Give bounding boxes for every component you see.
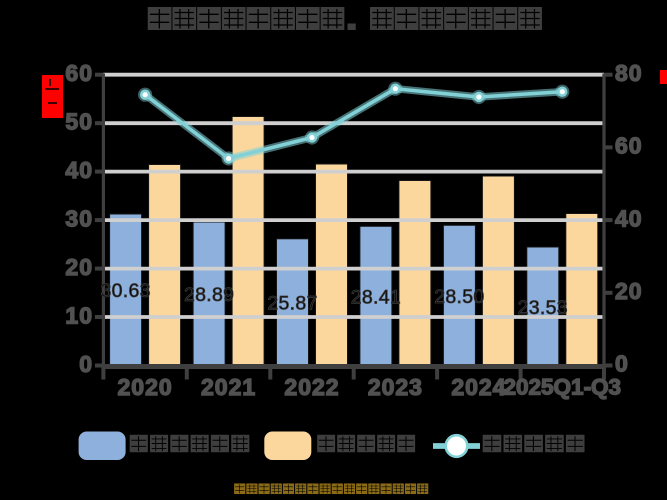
svg-text:0: 0 [79,351,93,377]
svg-text:20: 20 [65,254,93,280]
svg-text:28.50: 28.50 [434,286,484,308]
svg-text:2020: 2020 [118,374,173,400]
svg-text:2022: 2022 [284,374,339,400]
svg-text:25.87: 25.87 [267,293,317,315]
svg-text:2021: 2021 [201,374,256,400]
svg-text:60: 60 [65,60,93,86]
svg-text:30.63: 30.63 [100,280,150,302]
svg-text:60: 60 [615,133,643,159]
svg-text:80: 80 [615,60,643,86]
svg-text:20: 20 [615,278,643,304]
svg-text:2025Q1-Q3: 2025Q1-Q3 [504,375,622,400]
svg-text:28.41: 28.41 [351,286,401,308]
svg-text:40: 40 [65,157,93,183]
svg-text:10: 10 [65,303,93,329]
svg-text:2023: 2023 [368,374,423,400]
svg-text:23.53: 23.53 [518,297,568,319]
svg-text:40: 40 [615,205,643,231]
svg-text:28.89: 28.89 [184,284,234,306]
svg-text:30: 30 [65,206,93,232]
svg-text:0: 0 [615,351,629,377]
svg-text:2024: 2024 [451,374,506,400]
svg-text:50: 50 [65,109,93,135]
